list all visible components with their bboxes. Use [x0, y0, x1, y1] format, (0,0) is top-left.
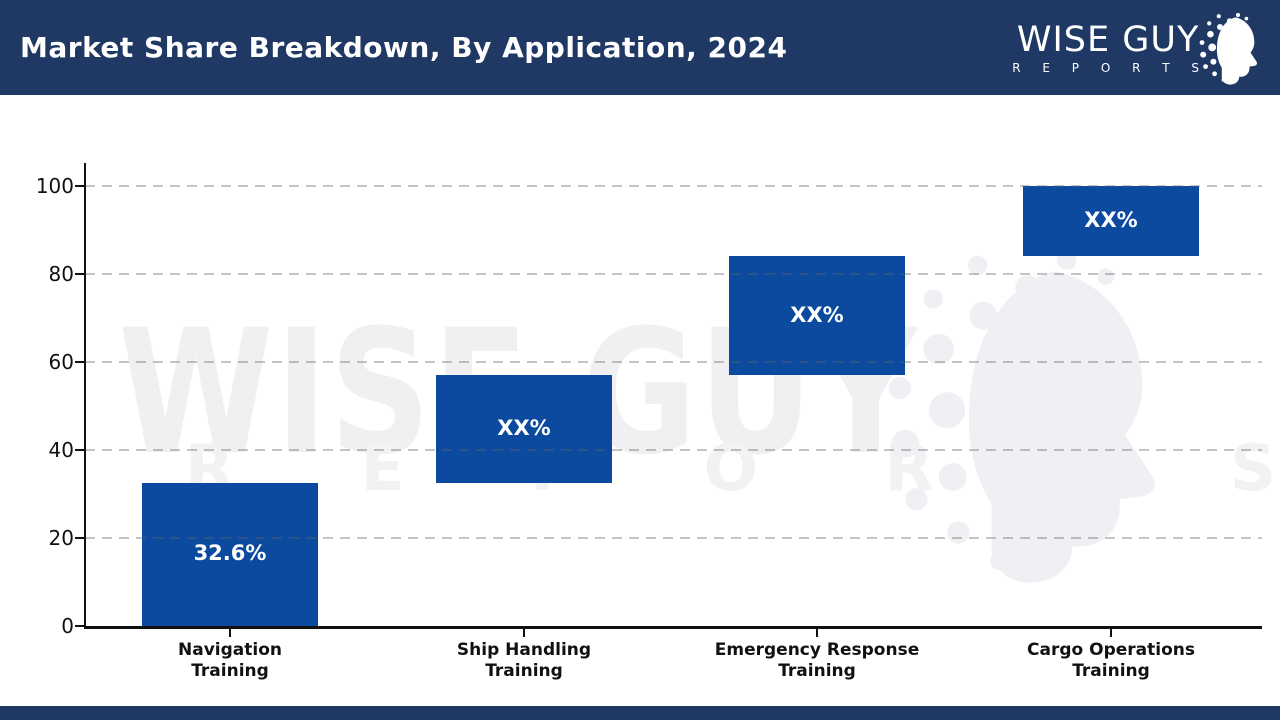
x-tick-mark — [229, 629, 231, 637]
bar-value-label: XX% — [790, 302, 844, 327]
gridline — [85, 449, 1262, 451]
y-tick-mark — [75, 625, 84, 627]
bar-value-label: 32.6% — [193, 541, 267, 566]
wise-guy-logo: WISE GUY R E P O R T S — [1008, 9, 1262, 87]
y-axis-line — [84, 163, 86, 629]
logo-text: WISE GUY R E P O R T S — [1008, 21, 1208, 75]
watermark-face-icon — [888, 250, 1155, 583]
gridline — [85, 185, 1262, 187]
y-tick-mark — [75, 449, 84, 451]
y-tick-mark — [75, 273, 84, 275]
y-tick-label: 0 — [61, 614, 74, 638]
y-tick-mark — [75, 361, 84, 363]
y-tick-label: 60 — [48, 350, 74, 374]
category-label: Cargo Operations Training — [1027, 640, 1195, 681]
category-label: Ship Handling Training — [456, 640, 592, 681]
x-tick-mark — [523, 629, 525, 637]
bar-cargo-operations-training — [1023, 186, 1199, 257]
x-axis-line — [84, 626, 1262, 629]
gridline — [85, 273, 1262, 275]
y-tick-mark — [75, 185, 84, 187]
logo-wordmark: WISE GUY — [1016, 19, 1200, 60]
bar-value-label: XX% — [497, 415, 551, 440]
y-tick-label: 80 — [48, 262, 74, 286]
bar-emergency-response-training — [729, 256, 905, 376]
y-tick-mark — [75, 537, 84, 539]
x-tick-mark — [816, 629, 818, 637]
x-tick-mark — [1110, 629, 1112, 637]
category-label: Navigation Training — [178, 640, 282, 681]
gridline — [85, 361, 1262, 363]
bar-ship-handling-training — [436, 375, 612, 483]
y-tick-label: 100 — [35, 174, 74, 198]
page-title: Market Share Breakdown, By Application, … — [20, 31, 788, 64]
y-tick-label: 20 — [48, 526, 74, 550]
bar-navigation-training — [142, 482, 318, 626]
footer-bar — [0, 706, 1280, 720]
header-bar: Market Share Breakdown, By Application, … — [0, 0, 1280, 95]
category-label: Emergency Response Training — [714, 640, 920, 681]
logo-face-icon — [1199, 12, 1257, 85]
y-tick-label: 40 — [48, 438, 74, 462]
logo-subtitle: R E P O R T S — [1012, 60, 1208, 75]
gridline — [85, 537, 1262, 539]
bar-value-label: XX% — [1084, 208, 1138, 233]
